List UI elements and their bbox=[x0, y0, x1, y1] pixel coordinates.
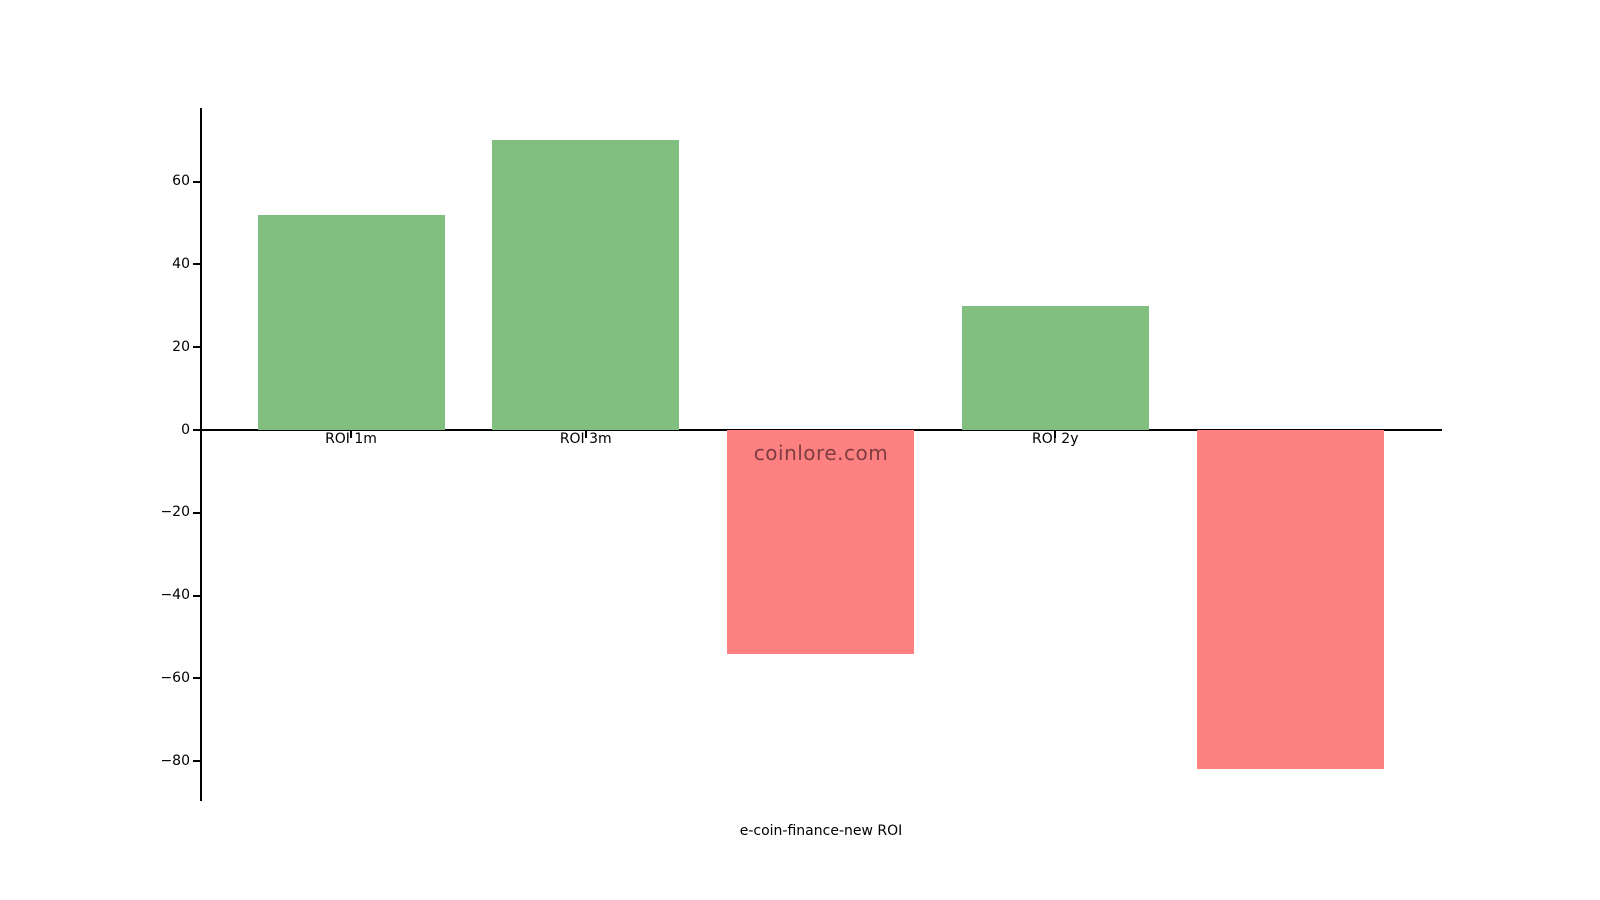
x-tick-mark bbox=[350, 430, 352, 438]
y-tick-mark bbox=[193, 263, 201, 266]
x-tick-label: ROI 1m bbox=[325, 431, 377, 447]
x-tick-mark bbox=[1054, 430, 1057, 438]
y-tick-label: 60 bbox=[172, 173, 190, 190]
y-tick-label: 0 bbox=[181, 421, 190, 438]
y-tick-mark bbox=[193, 677, 201, 680]
y-tick-label: 20 bbox=[172, 338, 190, 355]
y-axis-line bbox=[200, 108, 202, 801]
bar-roi-1m bbox=[257, 214, 445, 430]
y-tick-mark bbox=[193, 346, 201, 349]
bar-roi-3m bbox=[492, 140, 680, 430]
y-tick-label: −80 bbox=[160, 752, 190, 769]
bar-roi-2y bbox=[961, 305, 1149, 430]
x-tick-mark bbox=[584, 430, 587, 438]
y-tick-label: −60 bbox=[160, 669, 190, 686]
y-tick-label: 40 bbox=[172, 255, 190, 272]
y-tick-mark bbox=[193, 760, 201, 763]
y-tick-mark bbox=[193, 594, 201, 597]
bar-3 bbox=[727, 430, 914, 654]
x-tick-label: ROI 3m bbox=[559, 431, 612, 447]
y-tick-mark bbox=[193, 429, 201, 431]
y-tick-label: −20 bbox=[160, 504, 190, 521]
bar-5 bbox=[1196, 430, 1384, 770]
x-tick-label: ROI 2y bbox=[1031, 431, 1079, 447]
y-tick-mark bbox=[193, 511, 201, 514]
y-tick-label: −40 bbox=[160, 587, 190, 604]
watermark: coinlore.com bbox=[753, 441, 889, 465]
chart-title: e-coin-finance-new ROI bbox=[739, 823, 903, 839]
y-tick-mark bbox=[193, 180, 201, 183]
